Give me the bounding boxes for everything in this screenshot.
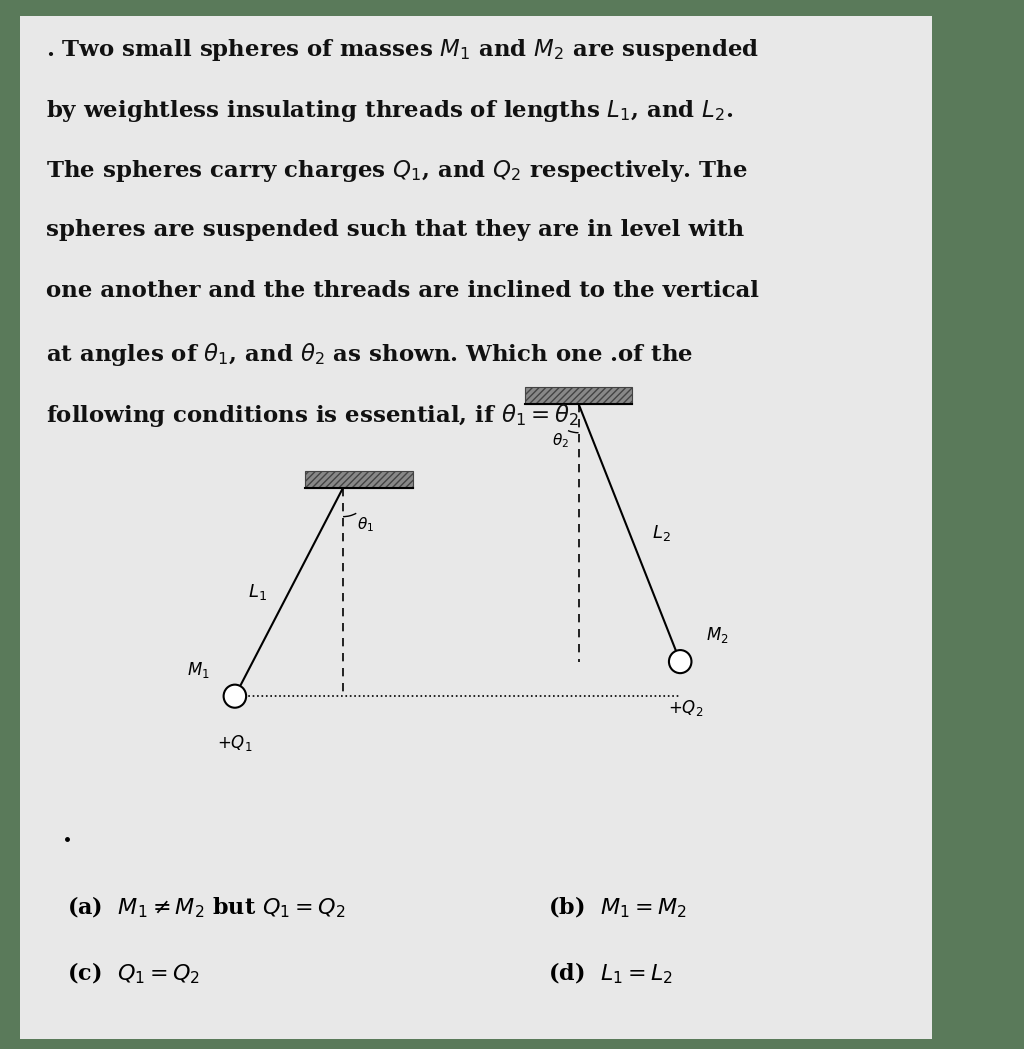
Bar — [524, 387, 632, 404]
Text: $M_1$: $M_1$ — [186, 660, 209, 680]
Text: The spheres carry charges $Q_1$, and $Q_2$ respectively. The: The spheres carry charges $Q_1$, and $Q_… — [46, 158, 748, 185]
Bar — [305, 471, 413, 488]
Text: $+Q_2$: $+Q_2$ — [668, 699, 702, 719]
Text: $L_1$: $L_1$ — [248, 582, 266, 602]
Text: (a)  $M_1 \neq M_2$ but $Q_1 = Q_2$: (a) $M_1 \neq M_2$ but $Q_1 = Q_2$ — [67, 895, 345, 920]
Text: one another and the threads are inclined to the vertical: one another and the threads are inclined… — [46, 280, 759, 302]
Text: $\theta_2$: $\theta_2$ — [552, 431, 568, 450]
Text: (c)  $Q_1 = Q_2$: (c) $Q_1 = Q_2$ — [67, 961, 200, 986]
Text: $M_2$: $M_2$ — [706, 625, 728, 645]
Text: . Two small spheres of masses $M_1$ and $M_2$ are suspended: . Two small spheres of masses $M_1$ and … — [46, 37, 760, 63]
Bar — [20, 16, 932, 1039]
Text: $\theta_1$: $\theta_1$ — [357, 515, 374, 534]
Text: by weightless insulating threads of lengths $L_1$, and $L_2$.: by weightless insulating threads of leng… — [46, 98, 733, 124]
Text: $+Q_1$: $+Q_1$ — [217, 733, 253, 753]
Circle shape — [669, 650, 691, 673]
Text: spheres are suspended such that they are in level with: spheres are suspended such that they are… — [46, 219, 744, 241]
Text: $L_2$: $L_2$ — [652, 522, 671, 542]
Text: at angles of $\theta_1$, and $\theta_2$ as shown. Which one .of the: at angles of $\theta_1$, and $\theta_2$ … — [46, 341, 693, 368]
Text: (d)  $L_1 = L_2$: (d) $L_1 = L_2$ — [548, 961, 673, 986]
Text: following conditions is essential, if $\theta_1 = \theta_2$: following conditions is essential, if $\… — [46, 402, 579, 429]
Circle shape — [223, 685, 246, 708]
Text: (b)  $M_1 = M_2$: (b) $M_1 = M_2$ — [548, 895, 686, 920]
